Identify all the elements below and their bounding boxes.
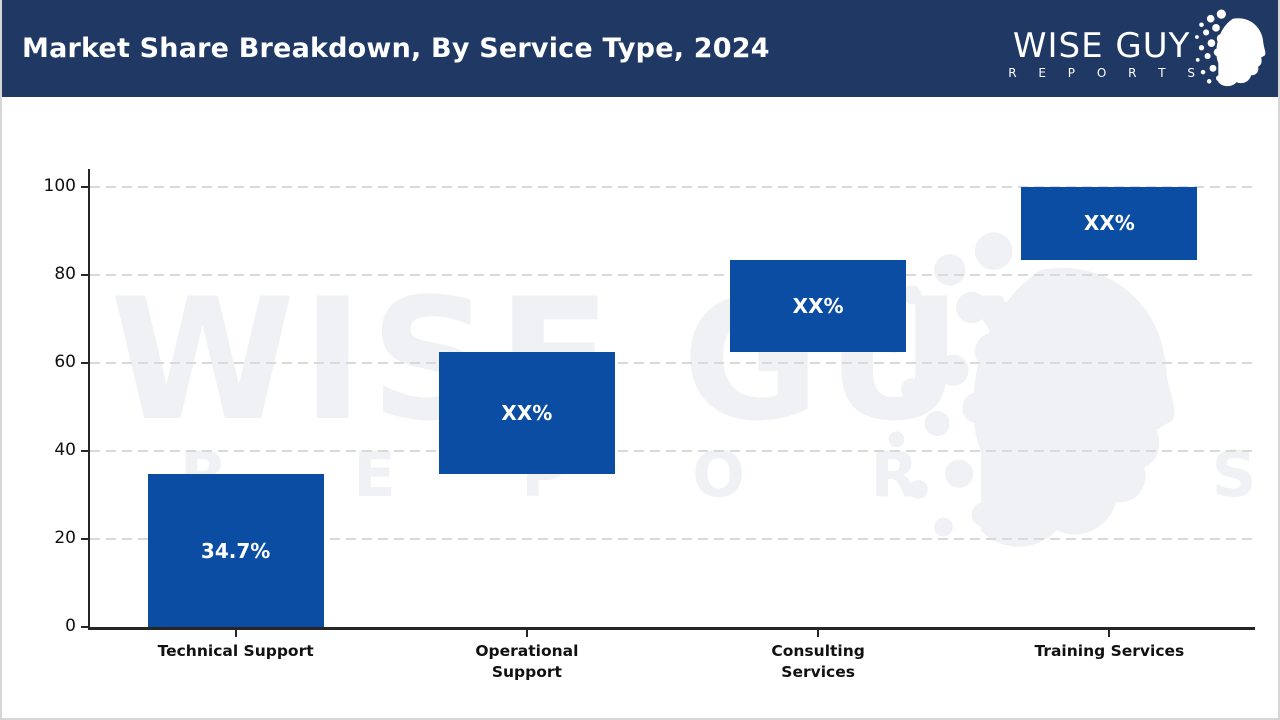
gridline-100	[90, 186, 1255, 188]
bar-technical-support: 34.7%	[147, 474, 324, 627]
dotted-head-icon	[1195, 9, 1266, 87]
y-tick-mark	[81, 538, 89, 540]
header-bar: Market Share Breakdown, By Service Type,…	[2, 0, 1278, 97]
y-tick-mark	[81, 186, 89, 188]
bar-value-label: XX%	[792, 293, 844, 318]
y-tick-label: 40	[54, 440, 76, 460]
y-tick-label: 0	[65, 616, 76, 636]
bar-value-label: 34.7%	[200, 538, 271, 563]
x-tick-mark	[234, 629, 237, 637]
x-category-label: Operational Support	[475, 642, 579, 681]
gridline-40	[90, 450, 1255, 452]
page-title: Market Share Breakdown, By Service Type,…	[22, 33, 770, 64]
waterfall-chart: 0 20 40 60 80 100 34.7% Technical Support XX% Ope…	[2, 97, 1278, 718]
brand-subname: R E P O R T S	[1008, 65, 1204, 80]
y-tick-label: 60	[54, 352, 76, 372]
y-tick-label: 20	[54, 528, 76, 548]
y-tick-label: 80	[54, 264, 76, 284]
y-axis-line	[88, 169, 90, 629]
gridline-60	[90, 362, 1255, 364]
gridline-20	[90, 538, 1255, 540]
brand-logo-text: WISE GUY R E P O R T S	[999, 29, 1204, 80]
y-tick-label: 100	[43, 176, 76, 196]
x-category-label: Training Services	[1034, 642, 1185, 660]
bar-value-label: XX%	[1083, 211, 1135, 236]
bar-value-label: XX%	[501, 401, 553, 426]
brand-logo: WISE GUY R E P O R T S	[999, 8, 1268, 92]
x-axis-line	[88, 627, 1255, 630]
bar-training-services: XX%	[1021, 187, 1198, 260]
y-tick-mark	[81, 362, 89, 364]
brand-name: WISE GUY	[1012, 25, 1191, 66]
y-tick-mark	[81, 626, 89, 628]
y-tick-mark	[81, 274, 89, 276]
x-category-label: Consulting Services	[771, 642, 865, 681]
x-category-label: Technical Support	[157, 642, 314, 660]
x-tick-mark	[525, 629, 528, 637]
y-tick-mark	[81, 450, 89, 452]
bar-operational-support: XX%	[438, 352, 615, 475]
bar-consulting-services: XX%	[730, 259, 907, 352]
gridline-80	[90, 274, 1255, 276]
x-tick-mark	[1108, 629, 1111, 637]
x-tick-mark	[817, 629, 820, 637]
